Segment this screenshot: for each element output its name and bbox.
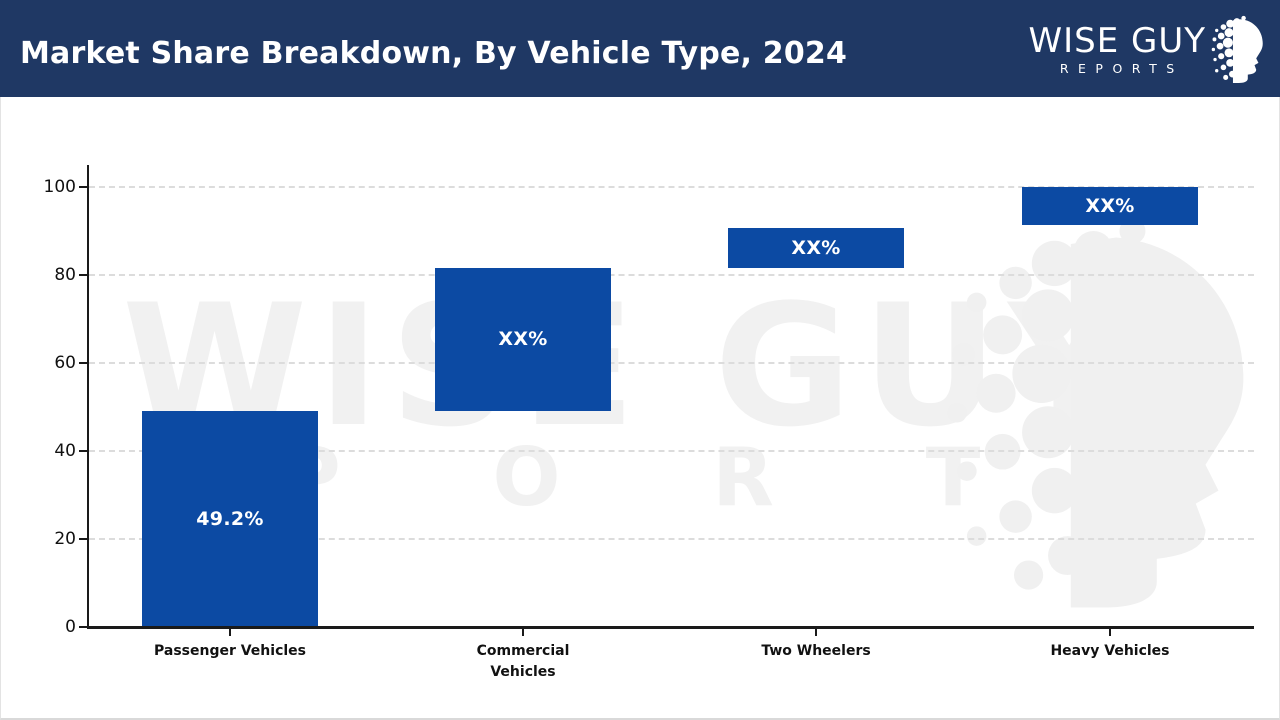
y-tick-mark	[79, 538, 87, 540]
y-tick-label: 100	[43, 177, 76, 197]
x-tick-mark	[522, 628, 524, 636]
y-tick-mark	[79, 186, 87, 188]
bar-commercial-vehicles: XX%	[435, 268, 611, 411]
x-tick-label: Two Wheelers	[706, 641, 926, 662]
x-tick-label-line: Passenger Vehicles	[153, 643, 306, 659]
x-tick-mark	[1109, 628, 1111, 636]
logo-text: WISE GUY REPORTS	[1028, 20, 1206, 77]
bar-two-wheelers: XX%	[728, 227, 904, 269]
x-tick-mark	[229, 628, 231, 636]
gridline-y100	[89, 186, 1254, 188]
chart-title: Market Share Breakdown, By Vehicle Type,…	[20, 36, 848, 71]
gridline-y40	[89, 450, 1254, 452]
x-tick-label: Passenger Vehicles	[120, 641, 340, 662]
wiseguy-head-icon	[1211, 15, 1263, 84]
gridline-y60	[89, 362, 1254, 364]
y-tick-mark	[79, 362, 87, 364]
x-tick-label-line: Commercial	[476, 643, 570, 659]
x-tick-label-line: Heavy Vehicles	[1050, 643, 1170, 659]
bar-value-label: XX%	[791, 237, 841, 260]
bar-heavy-vehicles: XX%	[1022, 187, 1198, 225]
y-tick-mark	[79, 274, 87, 276]
y-tick-mark	[79, 626, 87, 628]
logo-name: WISE GUY	[1028, 20, 1206, 61]
y-tick-mark	[79, 450, 87, 452]
logo-subtitle: REPORTS	[1059, 61, 1184, 77]
gridline-y80	[89, 274, 1254, 276]
x-tick-mark	[815, 628, 817, 636]
x-tick-label: Heavy Vehicles	[1000, 641, 1220, 662]
x-tick-label-line: Vehicles	[490, 664, 556, 680]
watermark-head-icon	[947, 218, 1244, 608]
y-tick-label: 40	[54, 441, 76, 461]
header-bar: Market Share Breakdown, By Vehicle Type,…	[0, 0, 1280, 97]
y-axis	[87, 165, 89, 628]
bar-value-label: XX%	[1085, 194, 1135, 217]
bar-value-label: 49.2%	[196, 507, 264, 530]
bar-value-label: XX%	[498, 328, 548, 351]
y-tick-label: 20	[54, 529, 76, 549]
bar-passenger-vehicles: 49.2%	[142, 410, 318, 627]
x-axis	[87, 626, 1254, 629]
y-tick-label: 80	[54, 265, 76, 285]
x-tick-label-line: Two Wheelers	[761, 643, 871, 659]
y-tick-label: 0	[65, 617, 76, 637]
x-tick-label: Commercial Vehicles	[413, 641, 633, 683]
y-tick-label: 60	[54, 353, 76, 373]
gridline-y20	[89, 538, 1254, 540]
wiseguy-logo: WISE GUY REPORTS	[1028, 10, 1266, 90]
